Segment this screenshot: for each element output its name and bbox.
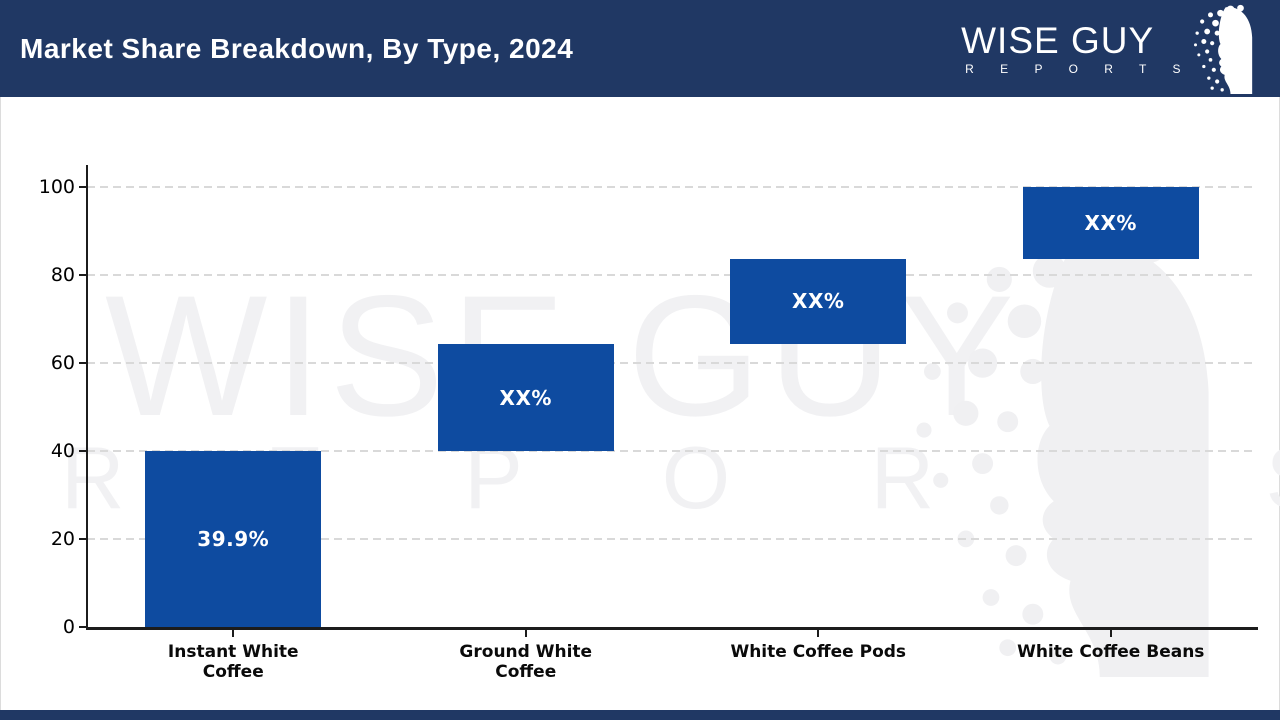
bar-segment: XX% bbox=[437, 343, 614, 452]
y-axis-line bbox=[86, 165, 88, 630]
y-axis-tick-label: 0 bbox=[62, 616, 75, 638]
y-axis-tick bbox=[79, 538, 86, 540]
y-axis-tick bbox=[79, 450, 86, 452]
header-band: Market Share Breakdown, By Type, 2024 WI… bbox=[0, 0, 1280, 97]
x-axis-category-label: White Coffee Beans bbox=[1017, 642, 1205, 662]
x-axis-tick bbox=[1109, 630, 1112, 637]
y-axis-tick-label: 20 bbox=[50, 528, 75, 550]
x-axis-line bbox=[86, 627, 1258, 630]
footer-band bbox=[0, 710, 1280, 720]
x-axis-tick bbox=[524, 630, 527, 637]
x-axis-tick bbox=[232, 630, 235, 637]
gridline bbox=[87, 538, 1257, 540]
y-axis-tick-label: 60 bbox=[50, 352, 75, 374]
bar-segment: XX% bbox=[1022, 187, 1199, 260]
logo-wordmark: WISE GUY bbox=[961, 20, 1155, 61]
dotted-face-profile-icon bbox=[1194, 4, 1253, 94]
bar-value-label: 39.9% bbox=[197, 527, 270, 552]
y-axis-tick-label: 100 bbox=[38, 176, 75, 198]
chart-area: WISE GUY R E P O R T S 0 20 40 60 80 100 39.9%… bbox=[0, 97, 1280, 710]
logo-subtitle: R E P O R T S bbox=[965, 62, 1192, 76]
x-axis-category-label: Instant White Coffee bbox=[167, 642, 299, 682]
bar-segment: 39.9% bbox=[145, 451, 322, 627]
brand-logo: WISE GUY R E P O R T S bbox=[961, 4, 1254, 94]
y-axis-tick bbox=[79, 626, 86, 628]
gridline bbox=[87, 362, 1257, 364]
gridline bbox=[87, 186, 1257, 188]
gridline bbox=[87, 450, 1257, 452]
y-axis-tick-label: 80 bbox=[50, 264, 75, 286]
y-axis-tick bbox=[79, 186, 86, 188]
y-axis-tick bbox=[79, 362, 86, 364]
x-axis-tick bbox=[817, 630, 820, 637]
y-axis-tick bbox=[79, 274, 86, 276]
bar-value-label: XX% bbox=[499, 385, 552, 410]
page-title: Market Share Breakdown, By Type, 2024 bbox=[20, 32, 574, 64]
x-axis-category-label: Ground White Coffee bbox=[459, 642, 593, 682]
brand-logo-text: WISE GUY R E P O R T S bbox=[961, 22, 1192, 75]
bar-segment: XX% bbox=[730, 259, 907, 344]
gridline bbox=[87, 274, 1257, 276]
watermark-dotted-face-icon bbox=[916, 229, 1209, 677]
y-axis-tick-label: 40 bbox=[50, 440, 75, 462]
bar-value-label: XX% bbox=[792, 289, 845, 314]
x-axis-category-label: White Coffee Pods bbox=[730, 642, 907, 662]
bar-value-label: XX% bbox=[1084, 211, 1137, 236]
